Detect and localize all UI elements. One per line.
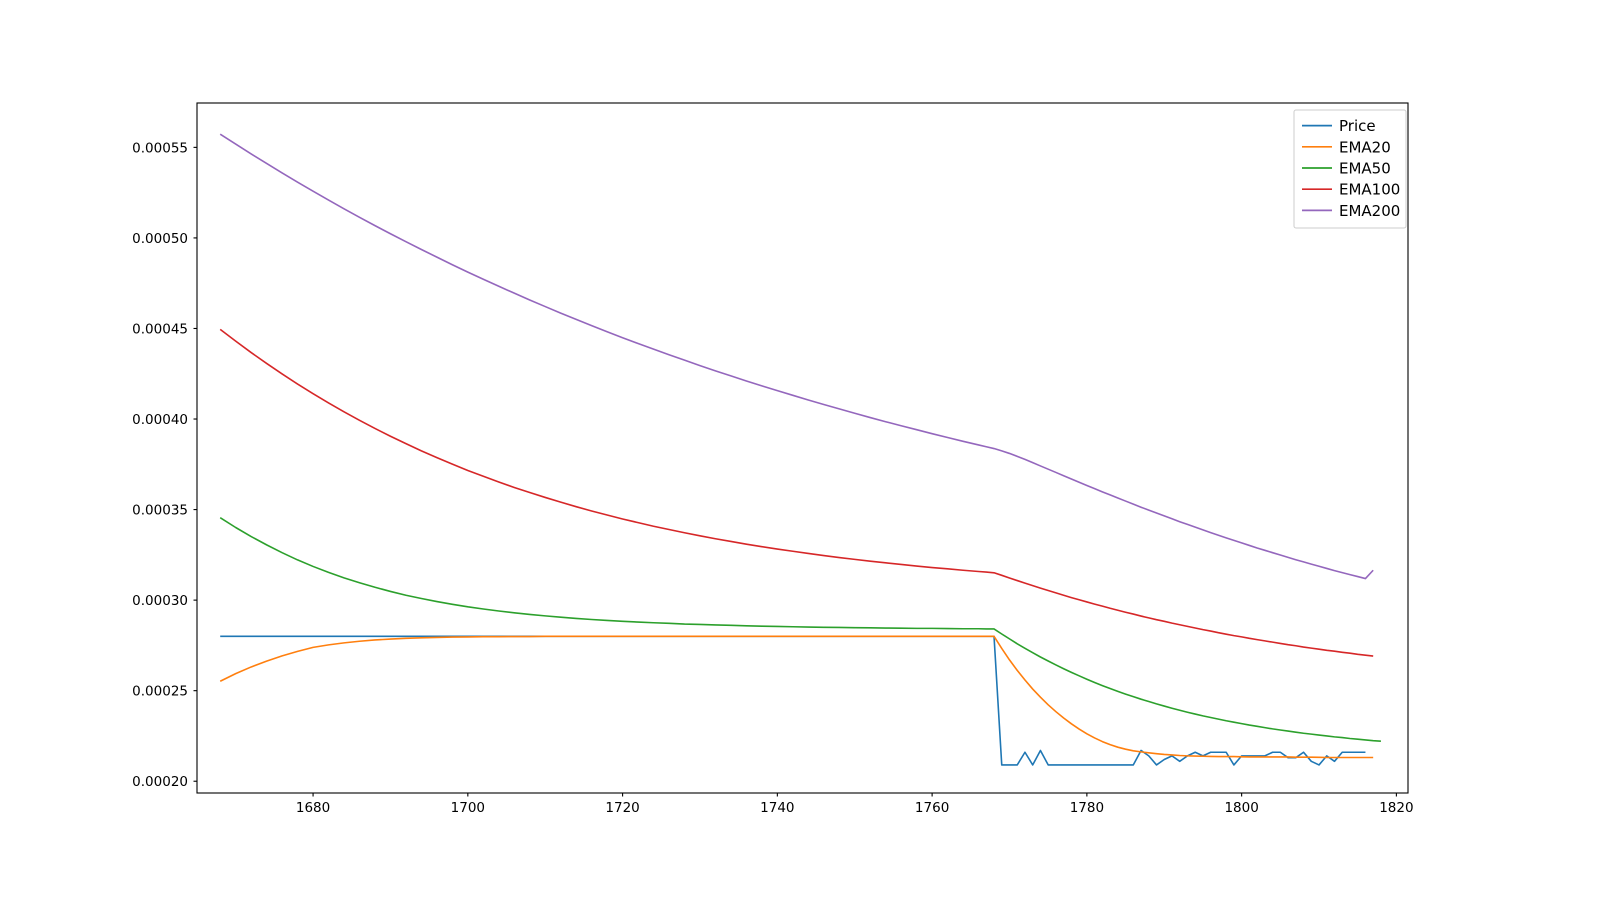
legend-label-ema100[interactable]: EMA100 <box>1339 181 1400 199</box>
y-tick-label: 0.00050 <box>132 231 188 247</box>
y-tick-label: 0.00020 <box>132 774 188 790</box>
x-axis-ticks: 1680 1700 1720 1740 1760 1780 1800 1820 <box>296 793 1414 816</box>
series-line-ema200 <box>219 133 1374 580</box>
x-tick-label: 1800 <box>1224 800 1258 816</box>
y-tick-label: 0.00045 <box>132 321 188 337</box>
legend-label-ema20[interactable]: EMA20 <box>1339 138 1391 156</box>
chart-legend[interactable]: Price EMA20 EMA50 EMA100 EMA200 <box>1293 109 1407 229</box>
x-tick-label: 1760 <box>915 800 949 816</box>
plot-axes <box>196 102 1409 794</box>
series-line-ema100 <box>219 328 1374 657</box>
x-tick-label: 1680 <box>296 800 330 816</box>
y-tick-label: 0.00035 <box>132 503 188 519</box>
legend-label-ema50[interactable]: EMA50 <box>1339 160 1391 178</box>
legend-label-ema200[interactable]: EMA200 <box>1339 202 1400 220</box>
legend-label-price[interactable]: Price <box>1339 117 1376 135</box>
series-line-ema20 <box>219 635 1374 759</box>
x-tick-label: 1820 <box>1379 800 1413 816</box>
x-tick-label: 1780 <box>1070 800 1104 816</box>
series-line-ema50 <box>219 517 1381 742</box>
y-tick-label: 0.00055 <box>132 140 188 156</box>
x-tick-label: 1700 <box>451 800 485 816</box>
legend-background <box>1293 109 1407 229</box>
x-tick-label: 1740 <box>760 800 794 816</box>
y-tick-label: 0.00040 <box>132 412 188 428</box>
y-axis-ticks: 0.00020 0.00025 0.00030 0.00035 0.00040 0.000… <box>132 140 197 790</box>
y-tick-label: 0.00030 <box>132 593 188 609</box>
y-tick-label: 0.00025 <box>132 684 188 700</box>
x-tick-label: 1720 <box>605 800 639 816</box>
axes-frame <box>196 102 1409 794</box>
data-series-group <box>219 133 1381 766</box>
